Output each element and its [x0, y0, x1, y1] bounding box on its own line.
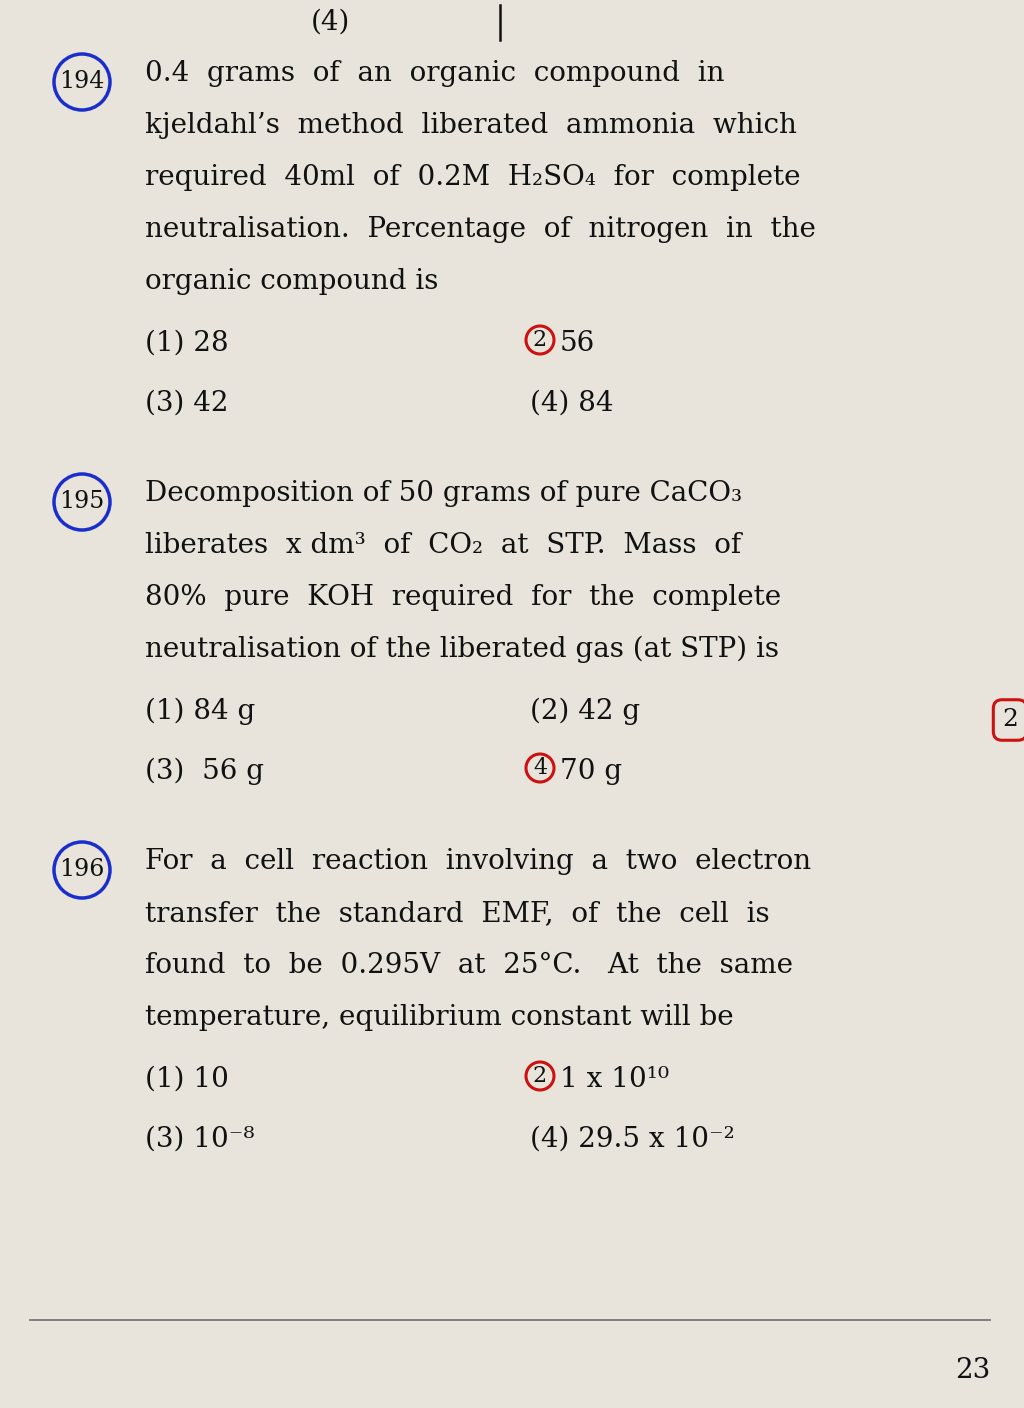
- Text: (3) 10⁻⁸: (3) 10⁻⁸: [145, 1126, 255, 1153]
- Text: 2: 2: [532, 1064, 547, 1087]
- Text: (3)  56 g: (3) 56 g: [145, 758, 264, 786]
- Text: 70 g: 70 g: [560, 758, 623, 786]
- Text: transfer  the  standard  EMF,  of  the  cell  is: transfer the standard EMF, of the cell i…: [145, 900, 770, 926]
- Text: (4) 29.5 x 10⁻²: (4) 29.5 x 10⁻²: [530, 1126, 735, 1153]
- Text: liberates  x dm³  of  CO₂  at  STP.  Mass  of: liberates x dm³ of CO₂ at STP. Mass of: [145, 532, 741, 559]
- Text: kjeldahl’s  method  liberated  ammonia  which: kjeldahl’s method liberated ammonia whic…: [145, 113, 797, 139]
- Text: (2) 42 g: (2) 42 g: [530, 698, 640, 725]
- Text: 23: 23: [954, 1356, 990, 1384]
- Text: 194: 194: [59, 70, 104, 93]
- Text: found  to  be  0.295V  at  25°C.   At  the  same: found to be 0.295V at 25°C. At the same: [145, 952, 793, 979]
- Text: (1) 84 g: (1) 84 g: [145, 698, 255, 725]
- Text: 56: 56: [560, 329, 595, 358]
- Text: 2: 2: [1002, 708, 1018, 732]
- Text: 1 x 10¹⁰: 1 x 10¹⁰: [560, 1066, 669, 1093]
- Text: 80%  pure  KOH  required  for  the  complete: 80% pure KOH required for the complete: [145, 584, 781, 611]
- Text: (1) 28: (1) 28: [145, 329, 228, 358]
- Text: (3) 42: (3) 42: [145, 390, 228, 417]
- Text: organic compound is: organic compound is: [145, 268, 438, 296]
- Text: required  40ml  of  0.2M  H₂SO₄  for  complete: required 40ml of 0.2M H₂SO₄ for complete: [145, 163, 801, 191]
- Text: 195: 195: [59, 490, 104, 514]
- Text: (4) 84: (4) 84: [530, 390, 613, 417]
- Text: temperature, equilibrium constant will be: temperature, equilibrium constant will b…: [145, 1004, 733, 1031]
- Text: (4): (4): [310, 8, 349, 35]
- Text: neutralisation of the liberated gas (at STP) is: neutralisation of the liberated gas (at …: [145, 636, 779, 663]
- Text: 0.4  grams  of  an  organic  compound  in: 0.4 grams of an organic compound in: [145, 61, 725, 87]
- Text: 196: 196: [59, 859, 104, 881]
- Text: For  a  cell  reaction  involving  a  two  electron: For a cell reaction involving a two elec…: [145, 848, 811, 874]
- Text: 2: 2: [532, 329, 547, 351]
- Text: (1) 10: (1) 10: [145, 1066, 229, 1093]
- Text: Decomposition of 50 grams of pure CaCO₃: Decomposition of 50 grams of pure CaCO₃: [145, 480, 742, 507]
- Text: 4: 4: [532, 758, 547, 779]
- Text: neutralisation.  Percentage  of  nitrogen  in  the: neutralisation. Percentage of nitrogen i…: [145, 215, 816, 244]
